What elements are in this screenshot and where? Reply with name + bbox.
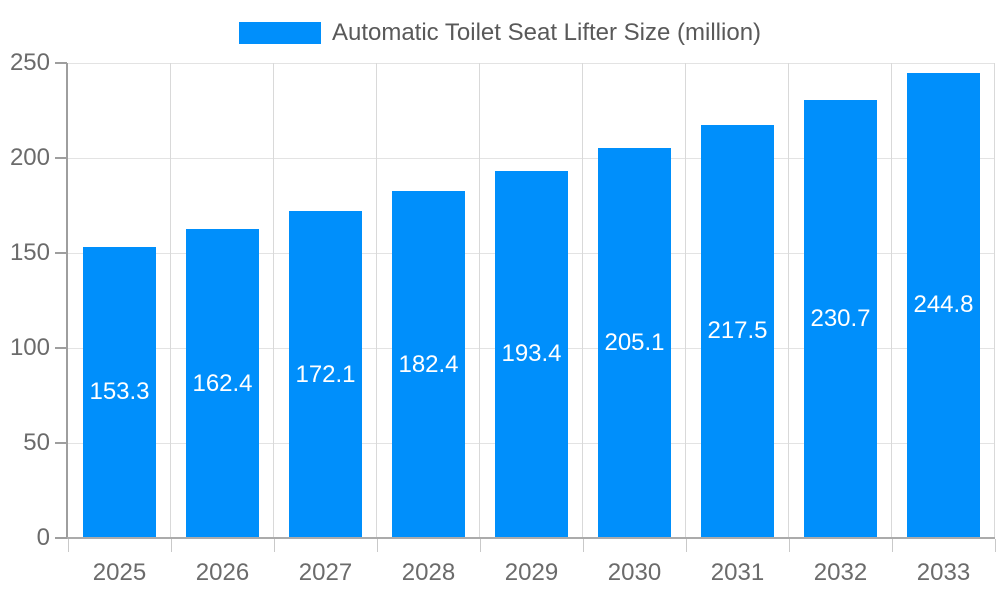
x-axis-tick: [377, 539, 378, 552]
x-axis-tick: [68, 539, 69, 552]
gridline-vertical: [582, 63, 583, 538]
gridline-vertical: [685, 63, 686, 538]
bar-value-label: 182.4: [398, 350, 459, 378]
bar[interactable]: 217.5: [701, 124, 774, 538]
bar-value-label: 153.3: [89, 378, 150, 406]
y-axis-tick: [55, 442, 67, 444]
bar[interactable]: 162.4: [186, 229, 259, 538]
y-axis-tick-label: 250: [9, 49, 50, 76]
x-axis-tick-label: 2025: [92, 559, 147, 586]
y-axis-tick-label: 50: [23, 429, 50, 456]
legend-swatch-icon: [238, 22, 321, 44]
y-axis-tick: [55, 252, 67, 254]
bar[interactable]: 230.7: [804, 99, 877, 538]
bar[interactable]: 205.1: [598, 148, 671, 538]
x-axis-tick-label: 2030: [607, 559, 662, 586]
bar[interactable]: 172.1: [289, 211, 362, 538]
plot-area: 153.3 162.4 172.1 182.4 193.4 205.1 217.5 230.7…: [68, 62, 995, 538]
bar-value-label: 217.5: [707, 317, 768, 345]
bar-value-label: 193.4: [501, 340, 562, 368]
x-axis-tick-label: 2031: [710, 559, 765, 586]
y-axis-tick: [55, 537, 67, 539]
y-axis-tick: [55, 157, 67, 159]
x-axis-tick-label: 2026: [195, 559, 250, 586]
gridline-vertical: [479, 63, 480, 538]
chart-legend-item[interactable]: Automatic Toilet Seat Lifter Size (milli…: [0, 19, 1000, 47]
x-axis-tick-label: 2028: [401, 559, 456, 586]
x-axis-tick: [274, 539, 275, 552]
gridline-horizontal: [68, 157, 995, 159]
x-axis-tick-label: 2027: [298, 559, 353, 586]
gridline-vertical: [891, 63, 892, 538]
x-axis-tick: [995, 539, 996, 552]
bar-value-label: 205.1: [604, 329, 665, 357]
bar[interactable]: 244.8: [907, 72, 980, 538]
bar[interactable]: 193.4: [495, 170, 568, 538]
y-axis-tick-label: 100: [9, 334, 50, 361]
y-axis-tick: [55, 62, 67, 64]
x-axis-tick: [480, 539, 481, 552]
gridline-vertical: [788, 63, 789, 538]
y-axis-line: [66, 63, 68, 539]
x-axis-line: [66, 537, 995, 539]
y-axis-tick-label: 0: [36, 524, 50, 551]
legend-label: Automatic Toilet Seat Lifter Size (milli…: [331, 19, 762, 46]
gridline-vertical: [273, 63, 274, 538]
y-axis-tick-label: 200: [9, 144, 50, 171]
bar-value-label: 244.8: [913, 291, 974, 319]
bar-value-label: 230.7: [810, 304, 871, 332]
x-axis-tick: [789, 539, 790, 552]
gridline-horizontal: [68, 62, 995, 64]
gridline-vertical: [170, 63, 171, 538]
x-axis-tick: [583, 539, 584, 552]
y-axis-tick-label: 150: [9, 239, 50, 266]
bar-value-label: 162.4: [192, 369, 253, 397]
x-axis-tick: [171, 539, 172, 552]
x-axis-tick-label: 2029: [504, 559, 559, 586]
bar-value-label: 172.1: [295, 360, 356, 388]
x-axis-tick: [686, 539, 687, 552]
x-axis-tick-label: 2032: [813, 559, 868, 586]
x-axis-tick: [892, 539, 893, 552]
bar[interactable]: 182.4: [392, 191, 465, 538]
x-axis-tick-label: 2033: [916, 559, 971, 586]
gridline-vertical: [994, 63, 995, 538]
y-axis-tick: [55, 347, 67, 349]
gridline-vertical: [376, 63, 377, 538]
bar[interactable]: 153.3: [83, 246, 156, 538]
